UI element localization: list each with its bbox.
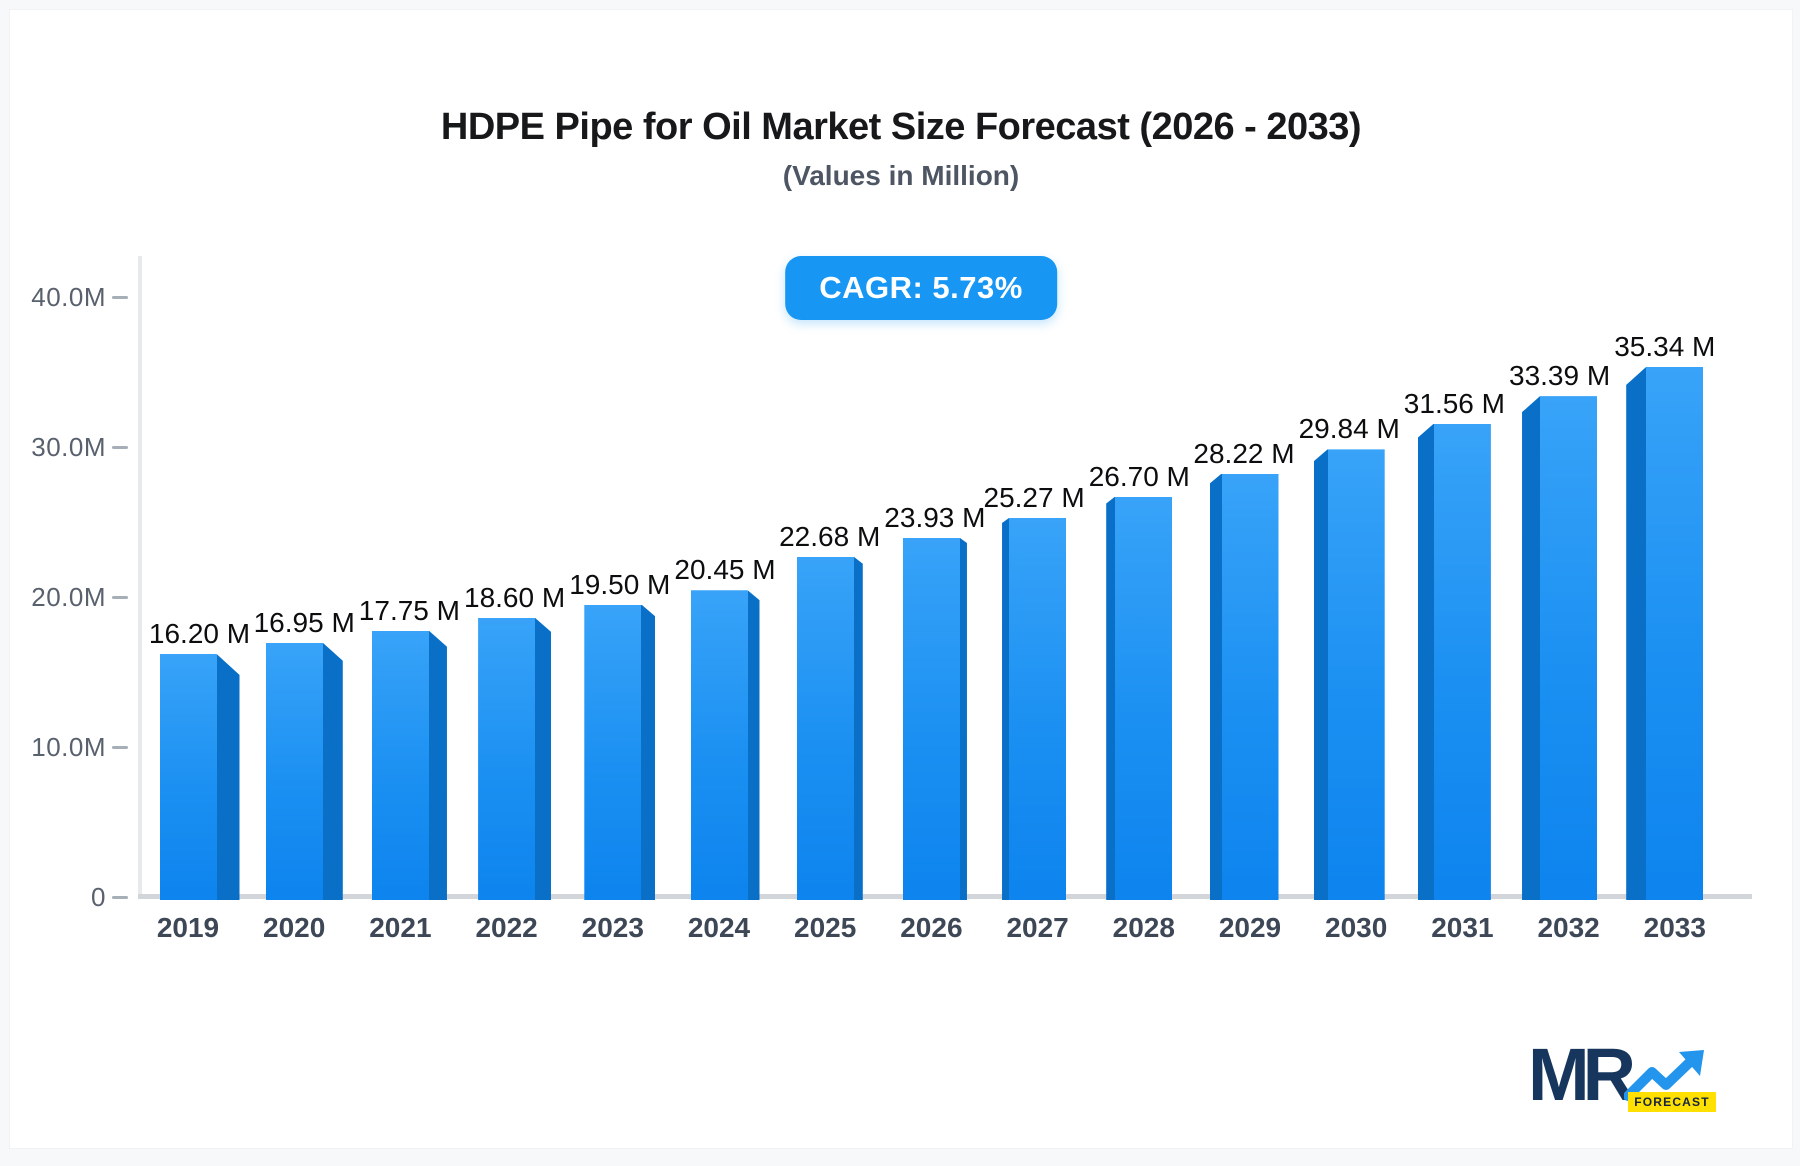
bar-value-label: 33.39 M [1509, 360, 1611, 392]
x-tick-label: 2026 [900, 912, 963, 943]
bar-value-label: 19.50 M [569, 568, 671, 600]
bar-value-label: 16.20 M [148, 618, 251, 649]
bar [159, 654, 240, 900]
bar [371, 630, 447, 900]
bar-value-label: 29.84 M [1298, 413, 1400, 445]
y-tick-mark [112, 746, 128, 749]
y-tick-mark [112, 896, 128, 899]
bar-value-label: 26.70 M [1088, 460, 1190, 492]
bar-value-label: 23.93 M [884, 502, 986, 534]
bar [1522, 396, 1598, 900]
trend-up-icon [1624, 1050, 1704, 1101]
bar-value-label: 16.95 M [253, 606, 355, 638]
y-tick-mark [112, 296, 128, 299]
x-tick-label: 2021 [369, 912, 432, 943]
x-tick-label: 2019 [156, 912, 220, 943]
bar [1209, 473, 1279, 900]
bar [478, 618, 552, 900]
x-tick-label: 2027 [1006, 912, 1069, 943]
bar [690, 590, 760, 900]
cagr-label: CAGR: 5.73% [819, 270, 1023, 305]
bar-value-label: 18.60 M [464, 582, 566, 613]
x-tick-label: 2032 [1537, 912, 1600, 943]
x-tick-label: 2029 [1218, 912, 1282, 943]
x-tick-label: 2020 [263, 912, 326, 943]
chart-title: HDPE Pipe for Oil Market Size Forecast (… [440, 106, 1362, 148]
y-axis-line [138, 256, 142, 897]
bar [1002, 517, 1067, 900]
bar [265, 642, 343, 900]
cagr-badge: CAGR: 5.73% [785, 256, 1057, 320]
chart-subtitle: (Values in Million) [782, 160, 1020, 191]
x-tick-label: 2023 [581, 912, 644, 943]
x-tick-label: 2024 [687, 912, 751, 943]
y-tick-mark [112, 446, 128, 449]
bar-value-label: 17.75 M [358, 594, 460, 626]
bar [796, 556, 863, 900]
x-tick-label: 2022 [475, 912, 538, 943]
bar [1626, 366, 1704, 900]
x-tick-label: 2031 [1431, 912, 1494, 943]
logo-forecast-badge: FORECAST [1628, 1092, 1716, 1112]
bar-value-label: 25.27 M [983, 481, 1085, 513]
y-tick-label: 30.0M [31, 432, 106, 462]
logo-text: MR [1528, 1033, 1636, 1116]
brand-logo: MR FORECAST [1528, 1038, 1728, 1122]
bar-value-label: 22.68 M [779, 520, 881, 552]
y-tick-label: 20.0M [31, 582, 106, 612]
x-tick-label: 2033 [1643, 912, 1706, 943]
bar-value-label: 20.45 M [674, 554, 776, 586]
bar-value-label: 28.22 M [1193, 437, 1295, 469]
bar [902, 538, 967, 900]
y-tick-label: 40.0M [31, 282, 106, 312]
bar [1106, 496, 1173, 900]
plot-area: 40.0M 30.0M 20.0M 10.0M 0 16.20 M 2019 16.95 M 2… [10, 10, 1800, 1166]
bar [584, 604, 656, 900]
bar [1313, 449, 1385, 900]
x-tick-label: 2025 [794, 912, 857, 943]
bar-value-label: 31.56 M [1403, 387, 1505, 419]
x-tick-label: 2030 [1325, 912, 1388, 943]
x-tick-label: 2028 [1112, 912, 1175, 943]
y-tick-label: 10.0M [31, 732, 106, 762]
bar-value-label: 35.34 M [1614, 330, 1716, 362]
y-tick-mark [112, 596, 128, 599]
chart-card: HDPE Pipe for Oil Market Size Forecast (… [9, 9, 1793, 1149]
bar [1417, 423, 1491, 900]
y-tick-label: 0 [91, 882, 106, 912]
